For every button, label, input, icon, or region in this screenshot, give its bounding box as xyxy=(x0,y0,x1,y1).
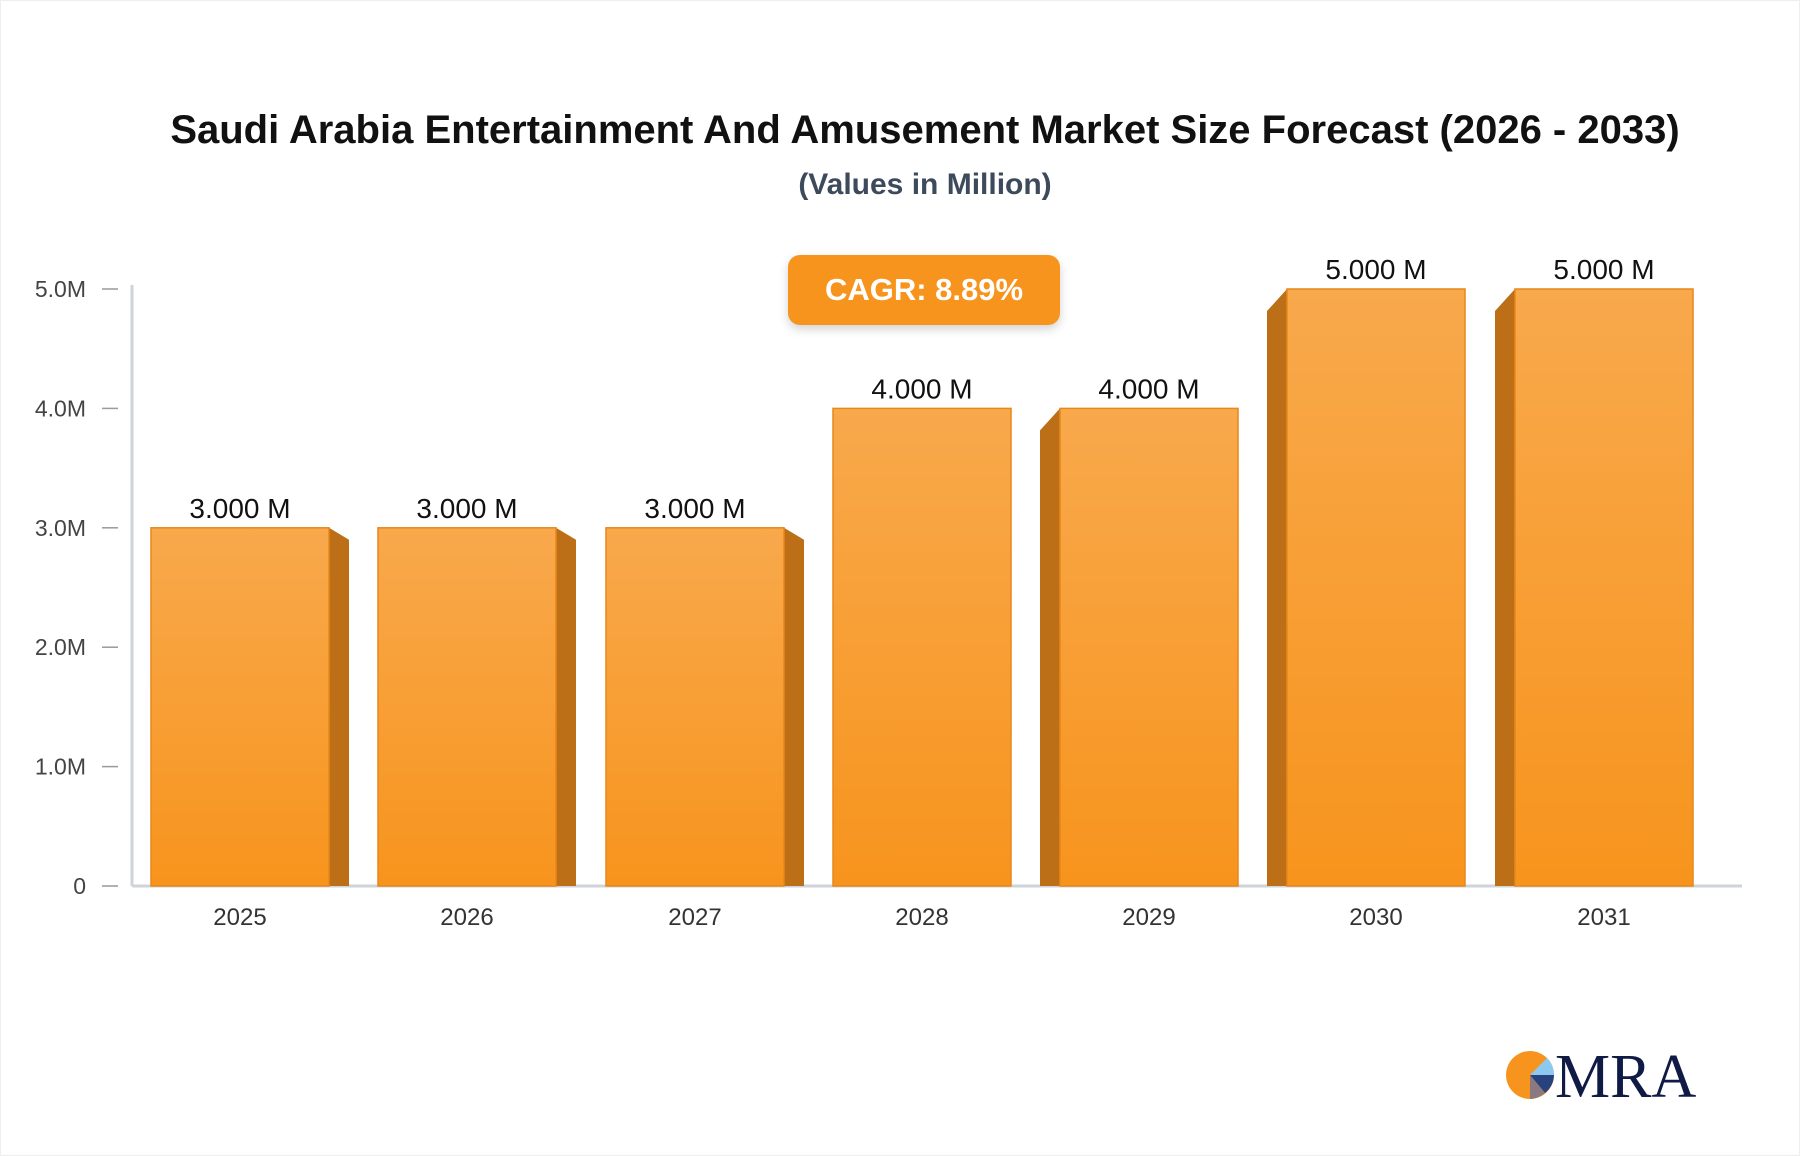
y-tick-label: 4.0M xyxy=(35,395,86,421)
bar-2029 xyxy=(1059,407,1239,887)
data-label: 3.000 M xyxy=(416,493,517,524)
x-tick-label: 2030 xyxy=(1349,904,1402,931)
data-label: 3.000 M xyxy=(189,493,290,524)
bar-side xyxy=(329,527,349,886)
data-label: 5.000 M xyxy=(1325,254,1426,285)
cagr-badge: CAGR: 8.89% xyxy=(788,255,1060,325)
chart-title: Saudi Arabia Entertainment And Amusement… xyxy=(170,108,1680,152)
data-label: 3.000 M xyxy=(644,493,745,524)
x-tick-label: 2027 xyxy=(668,904,721,931)
x-tick-label: 2029 xyxy=(1122,904,1175,931)
data-label: 4.000 M xyxy=(1098,373,1199,404)
data-label: 5.000 M xyxy=(1553,254,1654,285)
bar-2030 xyxy=(1286,288,1466,887)
chart-subtitle: (Values in Million) xyxy=(798,168,1052,201)
logo-text: MRA xyxy=(1555,1043,1696,1110)
bar-2028 xyxy=(832,407,1012,887)
x-tick-label: 2028 xyxy=(895,904,948,931)
bar-2031 xyxy=(1514,288,1694,887)
y-tick-label: 1.0M xyxy=(35,754,86,780)
y-tick-label: 5.0M xyxy=(35,276,86,302)
y-tick-label: 2.0M xyxy=(35,634,86,660)
bar-side xyxy=(556,527,576,886)
bar-side xyxy=(1040,408,1060,886)
x-tick-label: 2025 xyxy=(213,904,266,931)
bar-2027 xyxy=(605,527,785,887)
y-tick-label: 0 xyxy=(73,873,86,899)
mra-logo: MRA xyxy=(1506,1043,1696,1110)
x-tick-label: 2031 xyxy=(1577,904,1630,931)
data-label: 4.000 M xyxy=(871,373,972,404)
bar-2026 xyxy=(377,527,557,887)
x-tick-label: 2026 xyxy=(440,904,493,931)
bar-side xyxy=(1267,289,1287,886)
bar-side xyxy=(784,527,804,886)
bar-side xyxy=(1495,289,1515,886)
bar-2025 xyxy=(150,527,330,887)
y-tick-label: 3.0M xyxy=(35,515,86,541)
